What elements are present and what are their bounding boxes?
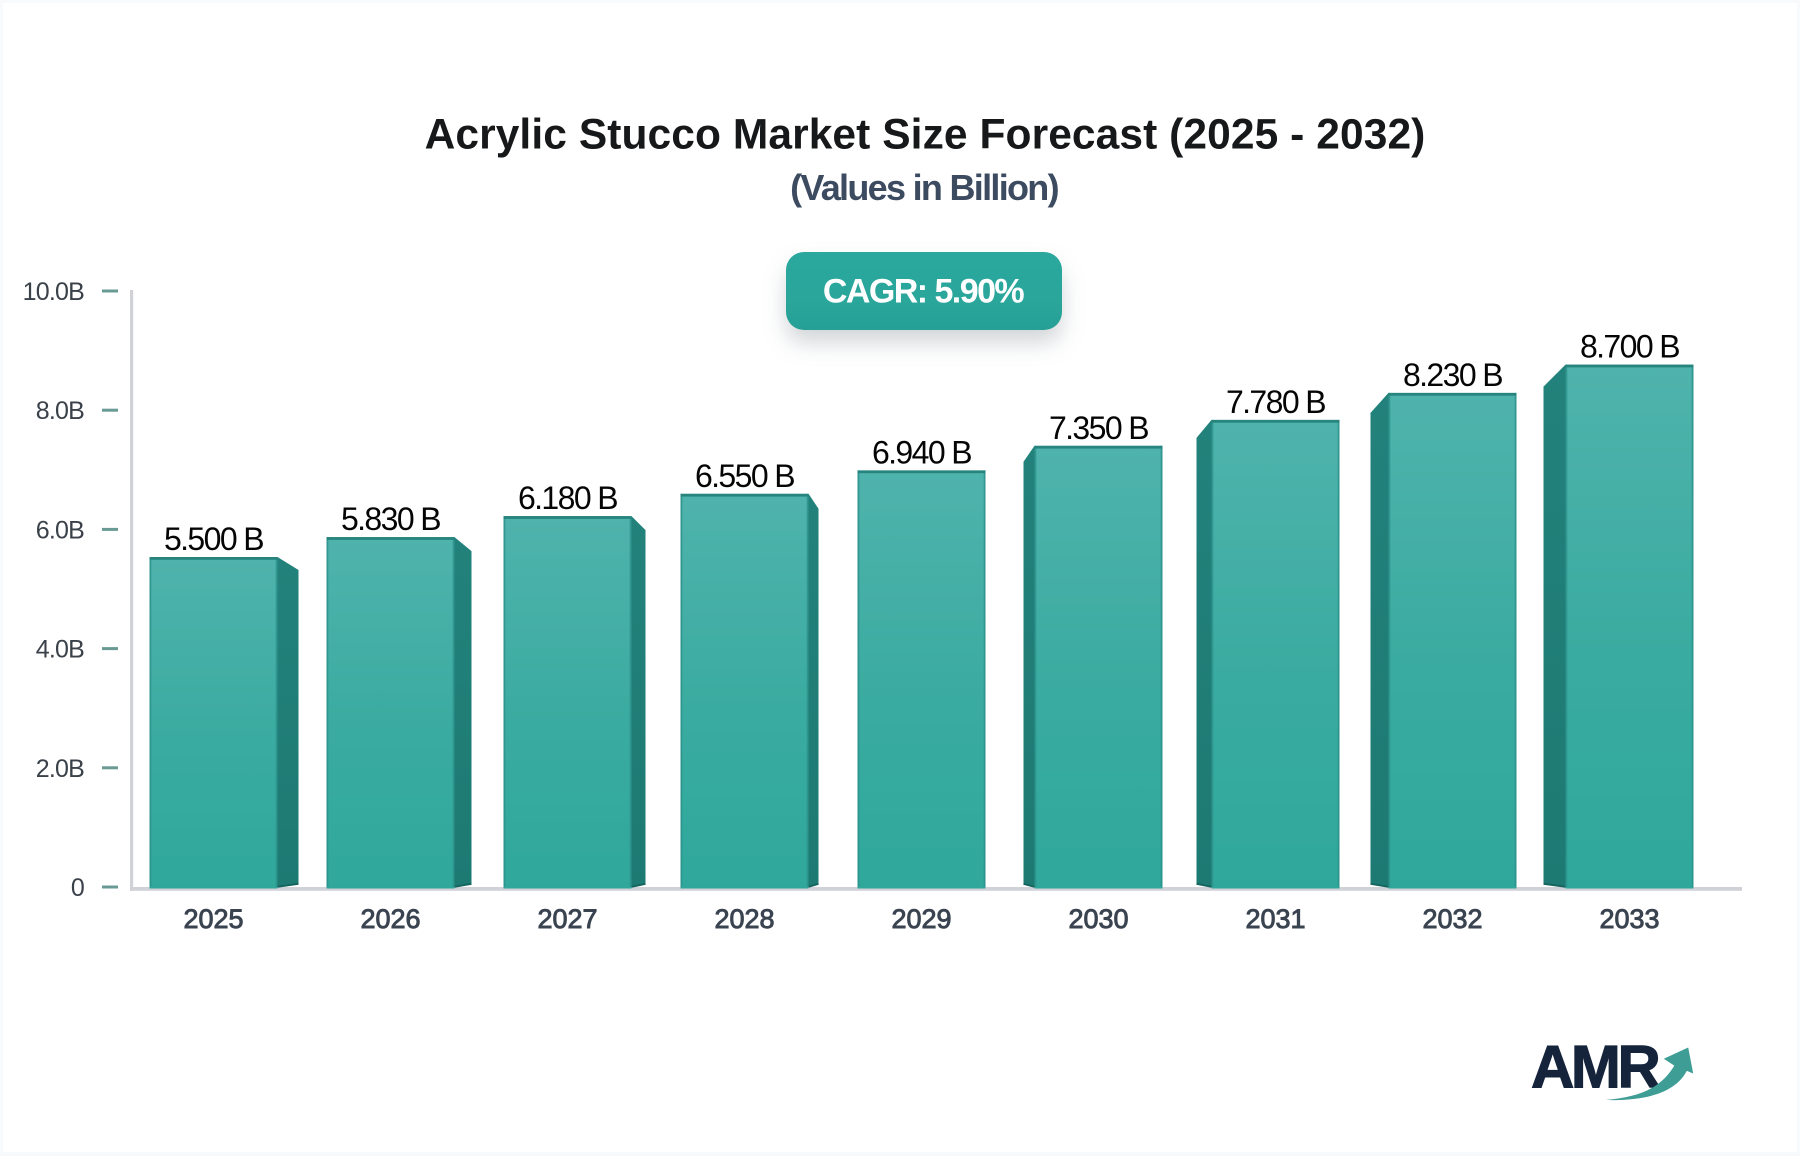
svg-text:2026: 2026 (360, 904, 420, 934)
svg-text:0: 0 (71, 874, 84, 902)
svg-text:2.0B: 2.0B (36, 755, 84, 783)
svg-text:7.780 B: 7.780 B (1226, 384, 1325, 420)
svg-text:8.700 B: 8.700 B (1580, 329, 1679, 365)
svg-text:7.350 B: 7.350 B (1049, 410, 1148, 446)
svg-text:5.500 B: 5.500 B (164, 521, 263, 557)
svg-text:10.0B: 10.0B (23, 278, 84, 306)
svg-text:4.0B: 4.0B (36, 636, 84, 664)
svg-text:2025: 2025 (183, 904, 243, 934)
svg-text:5.830 B: 5.830 B (341, 501, 440, 537)
svg-text:6.180 B: 6.180 B (518, 480, 617, 516)
svg-text:CAGR: 5.90%: CAGR: 5.90% (823, 273, 1025, 311)
svg-text:8.230 B: 8.230 B (1403, 357, 1502, 393)
svg-text:6.940 B: 6.940 B (872, 434, 971, 470)
svg-text:2029: 2029 (891, 904, 951, 934)
svg-text:(Values in Billion): (Values in Billion) (790, 167, 1058, 208)
svg-text:2027: 2027 (537, 904, 597, 934)
svg-text:2028: 2028 (714, 904, 774, 934)
svg-text:AMR: AMR (1531, 1034, 1661, 1101)
svg-text:8.0B: 8.0B (36, 397, 84, 425)
svg-text:2033: 2033 (1599, 904, 1659, 934)
svg-text:2031: 2031 (1245, 904, 1305, 934)
svg-text:6.0B: 6.0B (36, 516, 84, 544)
svg-text:6.550 B: 6.550 B (695, 458, 794, 494)
svg-text:Acrylic Stucco Market Size For: Acrylic Stucco Market Size Forecast (202… (425, 112, 1426, 159)
svg-text:2030: 2030 (1068, 904, 1128, 934)
svg-text:2032: 2032 (1422, 904, 1482, 934)
